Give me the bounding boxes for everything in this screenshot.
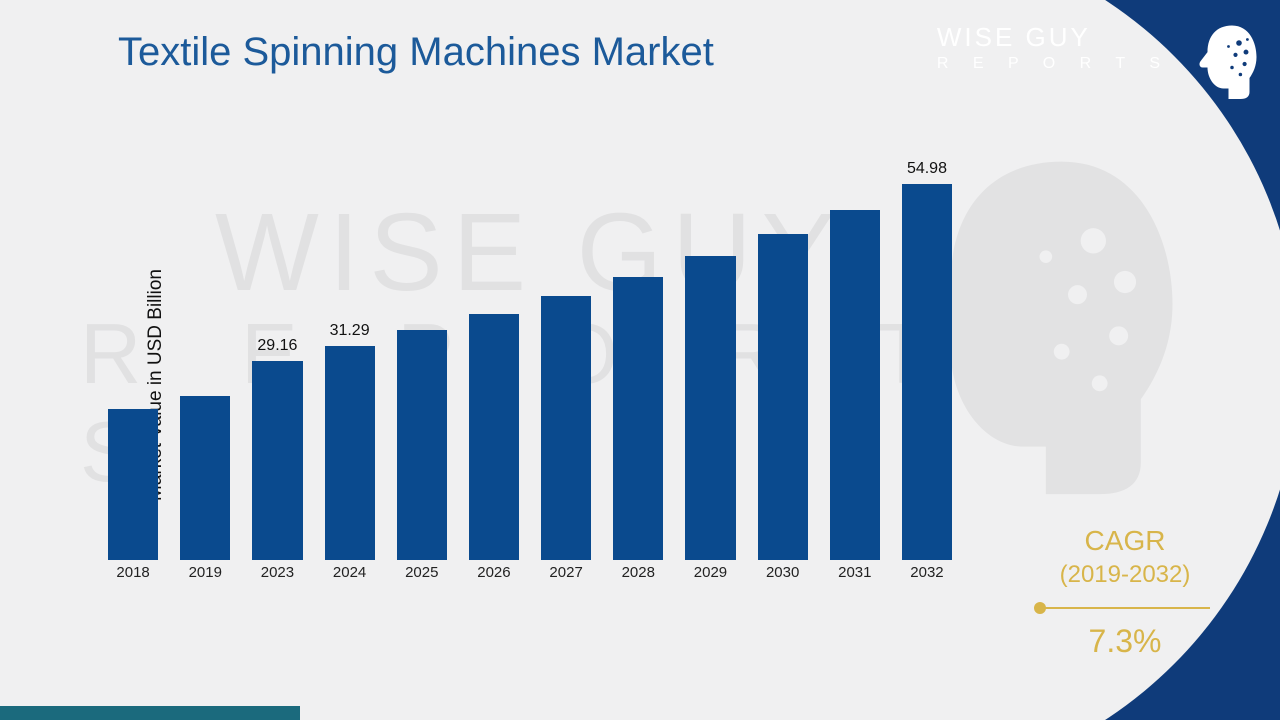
bar-wrap — [685, 256, 735, 560]
x-tick-label: 2023 — [252, 564, 302, 590]
logo-head-icon — [1190, 18, 1260, 103]
x-tick-label: 2029 — [685, 564, 735, 590]
logo-sub-text: R E P O R T S — [937, 55, 1170, 73]
bar-wrap: 31.29 — [325, 346, 375, 560]
x-tick-label: 2024 — [325, 564, 375, 590]
bar — [108, 409, 158, 560]
x-tick-label: 2032 — [902, 564, 952, 590]
bar — [541, 296, 591, 560]
bar-wrap: 29.16 — [252, 361, 302, 560]
bar-wrap — [469, 314, 519, 560]
chart-title: Textile Spinning Machines Market — [118, 30, 714, 75]
x-axis-labels: 2018 2019 2023 2024 2025 2026 2027 2028 2029 2030… — [100, 564, 960, 590]
bar — [613, 277, 663, 560]
x-tick-label: 2031 — [830, 564, 880, 590]
brand-logo: WISE GUY R E P O R T S — [937, 22, 1170, 73]
bar-wrap — [541, 296, 591, 560]
chart-area: Market Value in USD Billion 29.1631.2954… — [50, 150, 970, 620]
bar-wrap — [180, 396, 230, 560]
x-tick-label: 2026 — [469, 564, 519, 590]
cagr-title: CAGR — [1010, 525, 1240, 557]
bar — [252, 361, 302, 560]
bar-container: 29.16 31.29 54.98 — [100, 150, 960, 560]
bar — [180, 396, 230, 560]
x-tick-label: 2027 — [541, 564, 591, 590]
x-tick-label: 2018 — [108, 564, 158, 590]
cagr-divider — [1040, 607, 1210, 609]
bar-wrap — [397, 330, 447, 560]
bar-wrap — [108, 409, 158, 560]
bar-value-label: 54.98 — [907, 160, 947, 178]
x-tick-label: 2030 — [758, 564, 808, 590]
x-tick-label: 2025 — [397, 564, 447, 590]
bar — [830, 210, 880, 560]
bar-value-label: 31.29 — [330, 322, 370, 340]
bar — [758, 234, 808, 560]
bar-wrap: 54.98 — [902, 184, 952, 560]
cagr-box: CAGR (2019-2032) 7.3% — [1010, 525, 1240, 660]
cagr-period: (2019-2032) — [1010, 561, 1240, 589]
bar — [902, 184, 952, 560]
bar-wrap — [758, 234, 808, 560]
bar — [325, 346, 375, 560]
bar-value-label: 29.16 — [257, 337, 297, 355]
bar — [397, 330, 447, 560]
bar — [469, 314, 519, 560]
x-tick-label: 2028 — [613, 564, 663, 590]
page-root: WISE GUY R E P O R T S Textile Spinning … — [0, 0, 1280, 720]
bar-wrap — [830, 210, 880, 560]
x-tick-label: 2019 — [180, 564, 230, 590]
cagr-value: 7.3% — [1010, 623, 1240, 660]
bar — [685, 256, 735, 560]
bar-wrap — [613, 277, 663, 560]
chart-plot: 29.16 31.29 54.98 2018 2019 2023 2024 2025 2026… — [100, 150, 960, 590]
logo-main-text: WISE GUY — [937, 22, 1170, 53]
bottom-accent-bar — [0, 706, 300, 720]
